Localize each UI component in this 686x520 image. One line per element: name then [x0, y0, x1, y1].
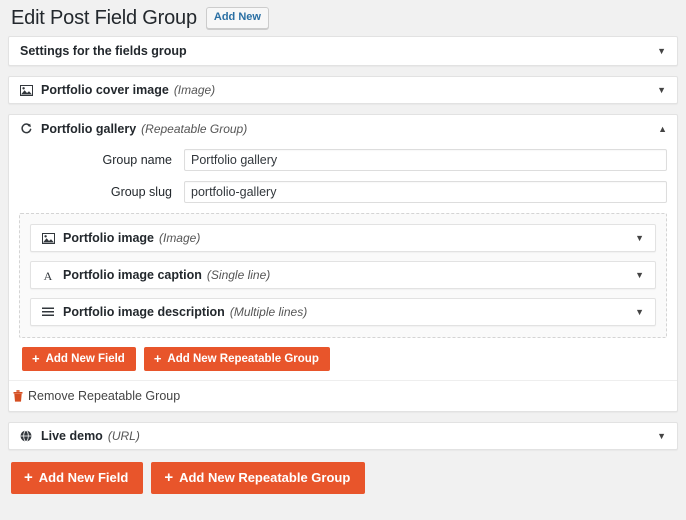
field-label: Portfolio image: [63, 231, 154, 245]
repeatable-group-type: (Repeatable Group): [141, 122, 248, 136]
group-name-row: Group name: [19, 149, 667, 171]
settings-accordion-row[interactable]: Settings for the fields group ▼: [8, 36, 678, 66]
chevron-down-icon[interactable]: ▼: [657, 45, 666, 56]
add-new-button[interactable]: Add New: [205, 7, 269, 29]
group-slug-input[interactable]: [184, 181, 667, 203]
chevron-down-icon[interactable]: ▼: [657, 430, 666, 441]
add-new-field-label: Add New Field: [38, 470, 129, 485]
remove-repeatable-group-label: Remove Repeatable Group: [28, 389, 181, 403]
repeatable-subfields-container: Portfolio image (Image) ▼ A Portfolio im…: [19, 213, 667, 338]
field-type: (Image): [158, 231, 201, 245]
field-label: Portfolio image description: [63, 305, 225, 319]
group-slug-row: Group slug: [19, 181, 667, 203]
field-row[interactable]: A Portfolio image caption (Single line) …: [30, 261, 656, 289]
field-label: Live demo: [41, 429, 103, 443]
page-title: Edit Post Field Group: [11, 7, 197, 29]
field-row[interactable]: Portfolio image (Image) ▼: [30, 224, 656, 252]
svg-text:A: A: [44, 270, 53, 281]
trash-icon: [13, 390, 23, 402]
field-type: (Image): [173, 83, 216, 97]
plus-icon: +: [24, 469, 33, 486]
add-new-repeatable-group-label: Add New Repeatable Group: [179, 470, 351, 485]
repeat-icon: [20, 123, 35, 135]
field-row[interactable]: Portfolio cover image (Image) ▼: [8, 76, 678, 104]
field-row[interactable]: Portfolio image description (Multiple li…: [30, 298, 656, 326]
chevron-down-icon[interactable]: ▼: [635, 269, 644, 280]
add-new-field-label: Add New Field: [45, 352, 125, 365]
plus-icon: +: [153, 351, 162, 366]
repeatable-group-header[interactable]: Portfolio gallery (Repeatable Group) ▲: [9, 115, 677, 143]
add-new-field-button[interactable]: + Add New Field: [11, 462, 144, 494]
chevron-up-icon[interactable]: ▲: [658, 123, 667, 134]
repeatable-group-body: Group name Group slug Po: [9, 143, 677, 380]
chevron-down-icon[interactable]: ▼: [657, 84, 666, 95]
field-row[interactable]: Live demo (URL) ▼: [8, 422, 678, 450]
inner-button-row: + Add New Field + Add New Repeatable Gro…: [19, 347, 667, 380]
page-header: Edit Post Field Group Add New: [8, 0, 678, 36]
plus-icon: +: [32, 351, 40, 366]
bottom-button-row: + Add New Field + Add New Repeatable Gro…: [8, 462, 678, 494]
field-type: (Multiple lines): [229, 305, 308, 319]
field-label: Portfolio image caption: [63, 268, 202, 282]
remove-repeatable-group-link[interactable]: Remove Repeatable Group: [9, 380, 677, 411]
lines-icon: [42, 307, 57, 317]
text-a-icon: A: [42, 270, 57, 281]
plus-icon: +: [164, 469, 174, 486]
image-icon: [42, 232, 57, 244]
settings-row-label: Settings for the fields group: [20, 44, 187, 58]
field-type: (Single line): [206, 268, 271, 282]
field-type: (URL): [107, 429, 140, 443]
add-new-repeatable-group-button[interactable]: + Add New Repeatable Group: [151, 462, 366, 494]
globe-icon: [20, 430, 35, 442]
add-new-repeatable-group-label: Add New Repeatable Group: [167, 352, 319, 365]
chevron-down-icon[interactable]: ▼: [635, 232, 644, 243]
group-name-input[interactable]: [184, 149, 667, 171]
group-name-label: Group name: [102, 153, 172, 167]
field-label: Portfolio cover image: [41, 83, 169, 97]
repeatable-group-label: Portfolio gallery: [41, 122, 137, 136]
add-new-repeatable-group-button-inner[interactable]: + Add New Repeatable Group: [143, 347, 330, 371]
image-icon: [20, 84, 35, 96]
chevron-down-icon[interactable]: ▼: [635, 306, 644, 317]
add-new-field-button-inner[interactable]: + Add New Field: [22, 347, 136, 371]
repeatable-group-panel: Portfolio gallery (Repeatable Group) ▲ G…: [8, 114, 678, 412]
group-slug-label: Group slug: [110, 185, 172, 199]
